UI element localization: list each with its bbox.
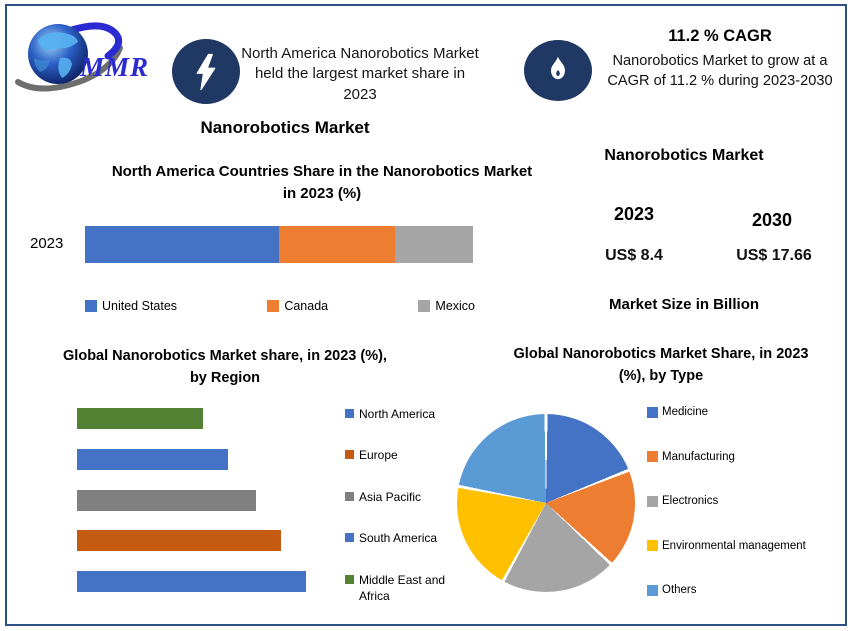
legend-label: Others <box>662 584 697 596</box>
legend-item: Others <box>647 584 847 596</box>
legend-label: Electronics <box>662 495 719 507</box>
legend-item: South America <box>345 530 457 546</box>
legend-label: Middle East and Africa <box>359 572 446 603</box>
legend-swatch <box>647 406 658 418</box>
legend-swatch <box>647 495 658 507</box>
region-chart-legend: North America Europe Asia Pacific South Ame… <box>345 406 457 604</box>
legend-swatch <box>267 300 280 312</box>
region-bar-north-america <box>77 571 306 593</box>
legend-label: Canada <box>284 299 329 313</box>
pie-chart-title: Global Nanorobotics Market Share, in 202… <box>513 346 809 384</box>
legend-swatch <box>647 451 658 462</box>
stacked-segment-canada <box>279 226 396 263</box>
cagr-text: Nanorobotics Market to grow at a CAGR of… <box>607 53 833 90</box>
legend-swatch <box>345 409 354 418</box>
market-size-2023-value: US$ 8.4 <box>605 247 663 264</box>
legend-item: Medicine <box>647 406 847 418</box>
legend-item: Mexico <box>418 299 475 313</box>
legend-label: Asia Pacific <box>359 489 422 504</box>
pie-chart-legend: Medicine Manufacturing Electronics Environm… <box>647 406 847 596</box>
legend-item: Electronics <box>647 495 847 507</box>
legend-item: Europe <box>345 447 457 463</box>
stacked-bar-legend: United States Canada Mexico <box>85 299 475 313</box>
legend-label: Medicine <box>662 406 709 418</box>
headline-fact: North America Nanorobotics Market held t… <box>241 45 479 103</box>
legend-swatch <box>345 491 354 501</box>
left-panel-title: Nanorobotics Market <box>200 118 370 137</box>
stacked-chart-category-label: 2023 <box>30 235 64 252</box>
legend-swatch <box>345 574 354 584</box>
lightning-bolt-glyph <box>196 53 216 90</box>
legend-item: Middle East and Africa <box>345 572 457 604</box>
region-chart-title: Global Nanorobotics Market share, in 202… <box>63 348 387 386</box>
legend-item: Manufacturing <box>647 451 847 463</box>
legend-label: United States <box>102 299 178 313</box>
legend-swatch <box>85 300 97 312</box>
legend-label: Mexico <box>435 299 475 313</box>
region-bar-asia-pacific <box>77 489 256 511</box>
pie-chart <box>457 414 635 592</box>
stacked-segment-united-states <box>85 226 279 263</box>
globe-icon <box>15 22 123 92</box>
legend-label: South America <box>359 531 438 546</box>
flame-glyph <box>551 56 565 79</box>
region-bar-middle-east-and-africa <box>77 408 203 429</box>
mmr-logo: MMR <box>12 18 177 96</box>
legend-item: Environmental management <box>647 540 847 552</box>
market-size-caption: Market Size in Billion <box>608 296 760 313</box>
legend-swatch <box>418 300 431 312</box>
legend-swatch <box>345 450 354 460</box>
year-2030-label: 2030 <box>751 210 793 230</box>
logo-text: MMR <box>80 52 150 82</box>
legend-item: Canada <box>267 299 328 313</box>
cagr-title: 11.2 % CAGR <box>668 27 772 45</box>
page-border <box>5 4 847 626</box>
stacked-bar <box>85 226 473 263</box>
legend-swatch <box>647 540 658 551</box>
year-2023-label: 2023 <box>613 204 655 224</box>
legend-swatch <box>647 584 658 596</box>
legend-swatch <box>345 533 354 543</box>
legend-item: North America <box>345 406 457 422</box>
market-size-2030-value: US$ 17.66 <box>736 247 812 264</box>
region-bar-chart <box>77 408 317 593</box>
legend-item: Asia Pacific <box>345 489 457 505</box>
right-panel-title: Nanorobotics Market <box>604 147 764 164</box>
legend-label: North America <box>359 407 436 421</box>
stacked-chart-title: North America Countries Share in the Nan… <box>111 163 533 202</box>
cagr-block: 11.2 % CAGR Nanorobotics Market to grow … <box>598 27 842 92</box>
region-bar-europe <box>77 530 281 552</box>
flame-icon <box>524 40 592 101</box>
legend-item: United States <box>85 299 177 313</box>
lightning-icon <box>172 39 240 104</box>
legend-label: Europe <box>359 448 398 463</box>
legend-label: Environmental management <box>662 539 806 552</box>
legend-label: Manufacturing <box>662 450 735 463</box>
region-bar-south-america <box>77 448 228 470</box>
stacked-segment-mexico <box>395 226 473 263</box>
